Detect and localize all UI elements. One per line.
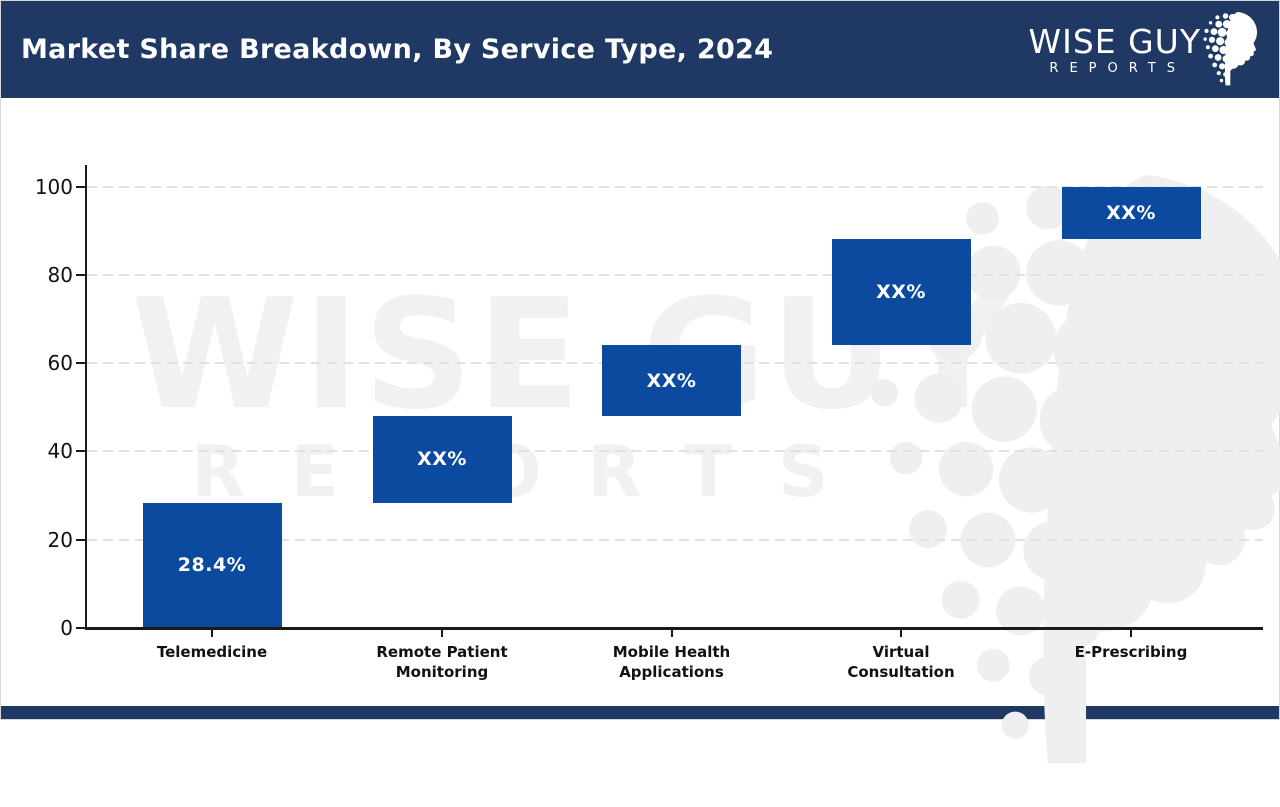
- x-tick-mark: [1130, 630, 1132, 637]
- y-tick-mark: [76, 627, 85, 629]
- wiseguy-logo: WISE GUY REPORTS: [1028, 9, 1265, 91]
- y-tick-label: 40: [47, 439, 73, 464]
- logo-secondary-text: REPORTS: [1049, 60, 1187, 76]
- chart-plot-area: 0 20 40 60 80 100 28.4% XX% XX% XX% XX% Telemedicin…: [1, 1, 1279, 719]
- y-tick-mark: [76, 450, 85, 453]
- y-tick-label: 80: [47, 262, 73, 287]
- x-tick-mark: [900, 630, 902, 637]
- y-tick-label: 100: [34, 174, 73, 199]
- bar-segment: XX%: [831, 239, 971, 346]
- footer-bar: [1, 706, 1279, 719]
- header-bar: Market Share Breakdown, By Service Type,…: [1, 1, 1279, 98]
- x-axis-line: [85, 627, 1263, 630]
- bar-segment: XX%: [1061, 186, 1201, 240]
- logo-wordmark: WISE GUY REPORTS: [1028, 21, 1201, 76]
- gridline: [87, 185, 1263, 188]
- x-category-label: Telemedicine: [156, 643, 268, 661]
- bar-value-label: XX%: [417, 448, 467, 471]
- gridline: [87, 273, 1263, 276]
- page-title: Market Share Breakdown, By Service Type,…: [21, 34, 774, 65]
- y-tick-mark: [76, 273, 85, 276]
- y-tick-label: 20: [47, 527, 73, 552]
- bar-segment: XX%: [372, 416, 512, 503]
- bar-value-label: XX%: [646, 369, 697, 392]
- x-category-label: Virtual Consultation: [847, 643, 955, 681]
- x-category-label: E-Prescribing: [1074, 643, 1188, 661]
- y-tick-mark: [76, 185, 85, 188]
- y-tick-mark: [76, 362, 85, 365]
- x-category-label: Mobile Health Applications: [612, 643, 731, 681]
- x-tick-mark: [211, 630, 213, 637]
- x-tick-mark: [670, 630, 673, 637]
- x-category-label: Remote Patient Monitoring: [376, 643, 508, 681]
- y-tick-label: 0: [60, 616, 73, 640]
- gridline: [87, 538, 1263, 541]
- x-tick-mark: [441, 630, 443, 637]
- y-axis-line: [85, 165, 87, 629]
- bar-value-label: XX%: [876, 281, 926, 304]
- bar-segment: 28.4%: [142, 502, 282, 628]
- bar-value-label: XX%: [1106, 201, 1156, 224]
- bar-segment: XX%: [602, 345, 741, 417]
- logo-primary-text: WISE GUY: [1028, 21, 1201, 61]
- y-tick-label: 60: [47, 351, 73, 376]
- gridline: [87, 450, 1263, 453]
- bar-value-label: 28.4%: [177, 554, 247, 577]
- y-tick-mark: [76, 538, 85, 541]
